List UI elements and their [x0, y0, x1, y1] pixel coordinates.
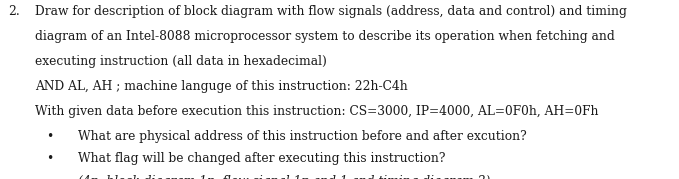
Text: What are physical address of this instruction before and after excution?: What are physical address of this instru…: [78, 130, 527, 143]
Text: •: •: [46, 152, 54, 165]
Text: With given data before execution this instruction: CS=3000, IP=4000, AL=0F0h, AH: With given data before execution this in…: [35, 105, 599, 118]
Text: 2.: 2.: [8, 5, 20, 18]
Text: Draw for description of block diagram with flow signals (address, data and contr: Draw for description of block diagram wi…: [35, 5, 627, 18]
Text: •: •: [46, 130, 54, 143]
Text: What flag will be changed after executing this instruction?: What flag will be changed after executin…: [78, 152, 445, 165]
Text: executing instruction (all data in hexadecimal): executing instruction (all data in hexad…: [35, 55, 327, 69]
Text: diagram of an Intel-8088 microprocessor system to describe its operation when fe: diagram of an Intel-8088 microprocessor …: [35, 30, 615, 43]
Text: (4p: block diagram 1p, flow signal 1p and 1 and timing diagram 2): (4p: block diagram 1p, flow signal 1p an…: [78, 175, 490, 179]
Text: AND AL, AH ; machine languge of this instruction: 22h-C4h: AND AL, AH ; machine languge of this ins…: [35, 80, 408, 93]
